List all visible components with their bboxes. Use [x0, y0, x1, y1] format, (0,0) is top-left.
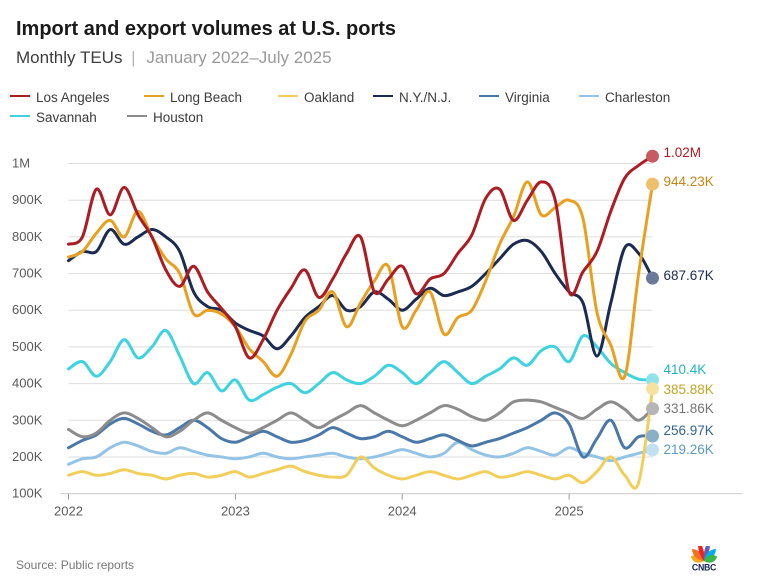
svg-text:2024: 2024 — [388, 504, 417, 519]
svg-text:100K: 100K — [12, 486, 43, 501]
svg-text:500K: 500K — [12, 339, 43, 354]
svg-text:2022: 2022 — [54, 504, 83, 519]
svg-text:600K: 600K — [12, 302, 43, 317]
svg-text:400K: 400K — [12, 376, 43, 391]
svg-text:200K: 200K — [12, 449, 43, 464]
svg-text:CNBC: CNBC — [692, 563, 717, 573]
svg-text:1M: 1M — [12, 156, 30, 171]
svg-text:800K: 800K — [12, 229, 43, 244]
svg-text:300K: 300K — [12, 412, 43, 427]
svg-text:700K: 700K — [12, 266, 43, 281]
svg-text:900K: 900K — [12, 192, 43, 207]
svg-text:2023: 2023 — [221, 504, 250, 519]
svg-text:2025: 2025 — [555, 504, 584, 519]
